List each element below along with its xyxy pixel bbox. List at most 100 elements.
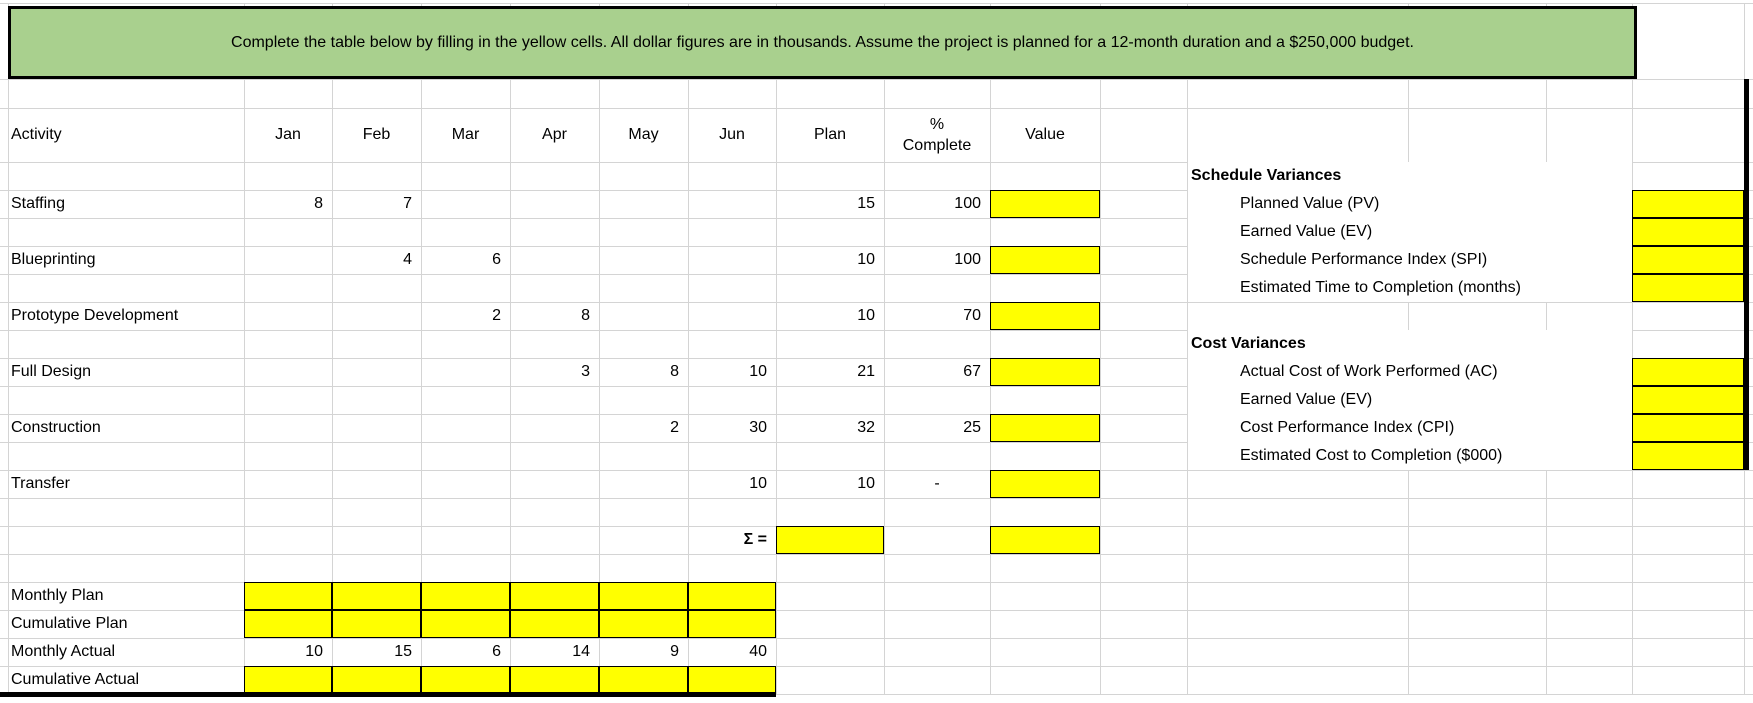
activity-name: Prototype Development xyxy=(11,307,179,324)
gridline-horizontal xyxy=(0,3,1753,4)
input-cell-cpi[interactable] xyxy=(1632,414,1744,442)
input-cell-value-transfer[interactable] xyxy=(990,470,1100,498)
pct-header-line1: % xyxy=(929,116,945,133)
instruction-banner: Complete the table below by filling in t… xyxy=(8,6,1637,79)
label-estimated-time-to-completion: Estimated Time to Completion (months) xyxy=(1188,274,1632,302)
input-cell-estimated-time-to-completion[interactable] xyxy=(1632,274,1744,302)
gridline-horizontal xyxy=(0,330,1753,331)
label-earned-value-schedule: Earned Value (EV) xyxy=(1188,218,1632,246)
cell-fulldesign-jun: 10 xyxy=(749,363,767,380)
input-cell-cumulative-actual-may[interactable] xyxy=(599,666,688,694)
gridline-horizontal xyxy=(0,610,1753,611)
input-cell-actual-cost[interactable] xyxy=(1632,358,1744,386)
cost-variances-title: Cost Variances xyxy=(1188,330,1632,358)
gridline-horizontal xyxy=(0,358,1753,359)
input-cell-value-construction[interactable] xyxy=(990,414,1100,442)
cell-monthly-actual-feb: 15 xyxy=(394,643,412,660)
activity-name: Construction xyxy=(11,419,101,436)
gridline-horizontal xyxy=(0,694,1753,695)
gridline-vertical xyxy=(421,3,422,694)
cell-blueprinting-pct: 100 xyxy=(954,251,981,268)
input-cell-monthly-plan-may[interactable] xyxy=(599,582,688,610)
cell-fulldesign-apr: 3 xyxy=(581,363,590,380)
col-header-apr: Apr xyxy=(542,126,567,143)
gridline-vertical xyxy=(510,3,511,694)
input-cell-cumulative-plan-apr[interactable] xyxy=(510,610,599,638)
input-cell-value-total[interactable] xyxy=(990,526,1100,554)
input-cell-planned-value[interactable] xyxy=(1632,190,1744,218)
gridline-horizontal xyxy=(0,414,1753,415)
input-cell-cumulative-actual-feb[interactable] xyxy=(332,666,421,694)
input-cell-cumulative-plan-feb[interactable] xyxy=(332,610,421,638)
input-cell-monthly-plan-mar[interactable] xyxy=(421,582,510,610)
gridline-vertical xyxy=(990,3,991,694)
input-cell-cumulative-actual-jun[interactable] xyxy=(688,666,776,694)
cell-construction-plan: 32 xyxy=(857,419,875,436)
cell-transfer-pct: - xyxy=(934,475,940,492)
input-cell-cumulative-plan-jan[interactable] xyxy=(244,610,332,638)
gridline-horizontal xyxy=(0,554,1753,555)
gridline-horizontal xyxy=(0,302,1753,303)
input-cell-value-staffing[interactable] xyxy=(990,190,1100,218)
cell-construction-jun: 30 xyxy=(749,419,767,436)
input-cell-cumulative-actual-apr[interactable] xyxy=(510,666,599,694)
cell-monthly-actual-jun: 40 xyxy=(749,643,767,660)
input-cell-cumulative-plan-mar[interactable] xyxy=(421,610,510,638)
gridline-horizontal xyxy=(0,470,1753,471)
cell-staffing-jan: 8 xyxy=(314,195,323,212)
gridline-horizontal xyxy=(0,666,1753,667)
input-cell-value-prototype[interactable] xyxy=(990,302,1100,330)
input-cell-cumulative-plan-may[interactable] xyxy=(599,610,688,638)
cell-blueprinting-mar: 6 xyxy=(492,251,501,268)
input-cell-estimated-cost-to-completion[interactable] xyxy=(1632,442,1744,470)
input-cell-cumulative-plan-jun[interactable] xyxy=(688,610,776,638)
col-header-jan: Jan xyxy=(275,126,301,143)
gridline-horizontal xyxy=(0,386,1753,387)
instruction-text: Complete the table below by filling in t… xyxy=(231,33,1414,51)
input-cell-monthly-plan-apr[interactable] xyxy=(510,582,599,610)
cell-prototype-apr: 8 xyxy=(581,307,590,324)
input-cell-monthly-plan-jun[interactable] xyxy=(688,582,776,610)
input-cell-value-blueprinting[interactable] xyxy=(990,246,1100,274)
cell-fulldesign-may: 8 xyxy=(670,363,679,380)
gridline-horizontal xyxy=(0,582,1753,583)
gridline-horizontal xyxy=(0,190,1753,191)
cell-transfer-jun: 10 xyxy=(749,475,767,492)
gridline-horizontal xyxy=(0,108,1753,109)
input-cell-spi[interactable] xyxy=(1632,246,1744,274)
bottom-table-border xyxy=(0,692,776,697)
gridline-vertical xyxy=(599,3,600,694)
col-header-value: Value xyxy=(1025,126,1065,143)
input-cell-earned-value-cost[interactable] xyxy=(1632,386,1744,414)
gridline-vertical xyxy=(688,3,689,694)
cell-staffing-feb: 7 xyxy=(403,195,412,212)
activity-name: Staffing xyxy=(11,195,65,212)
col-header-pct-complete: % Complete xyxy=(884,108,990,162)
gridline-vertical xyxy=(884,3,885,694)
cell-construction-pct: 25 xyxy=(963,419,981,436)
input-cell-plan-total[interactable] xyxy=(776,526,884,554)
gridline-horizontal xyxy=(0,498,1753,499)
label-spi: Schedule Performance Index (SPI) xyxy=(1188,246,1632,274)
label-cpi: Cost Performance Index (CPI) xyxy=(1188,414,1632,442)
input-cell-monthly-plan-feb[interactable] xyxy=(332,582,421,610)
gridline-horizontal xyxy=(0,442,1753,443)
gridline-horizontal xyxy=(0,246,1753,247)
input-cell-value-fulldesign[interactable] xyxy=(990,358,1100,386)
input-cell-cumulative-actual-jan[interactable] xyxy=(244,666,332,694)
input-cell-monthly-plan-jan[interactable] xyxy=(244,582,332,610)
input-cell-cumulative-actual-mar[interactable] xyxy=(421,666,510,694)
cell-transfer-plan: 10 xyxy=(857,475,875,492)
cell-monthly-actual-may: 9 xyxy=(670,643,679,660)
col-header-activity: Activity xyxy=(11,126,62,143)
input-cell-earned-value-schedule[interactable] xyxy=(1632,218,1744,246)
cell-construction-may: 2 xyxy=(670,419,679,436)
sum-label: Σ = xyxy=(743,531,767,548)
pct-header-line2: Complete xyxy=(902,137,972,154)
label-planned-value: Planned Value (PV) xyxy=(1188,190,1632,218)
cell-prototype-plan: 10 xyxy=(857,307,875,324)
cell-prototype-mar: 2 xyxy=(492,307,501,324)
cell-monthly-actual-jan: 10 xyxy=(305,643,323,660)
label-actual-cost: Actual Cost of Work Performed (AC) xyxy=(1188,358,1632,386)
